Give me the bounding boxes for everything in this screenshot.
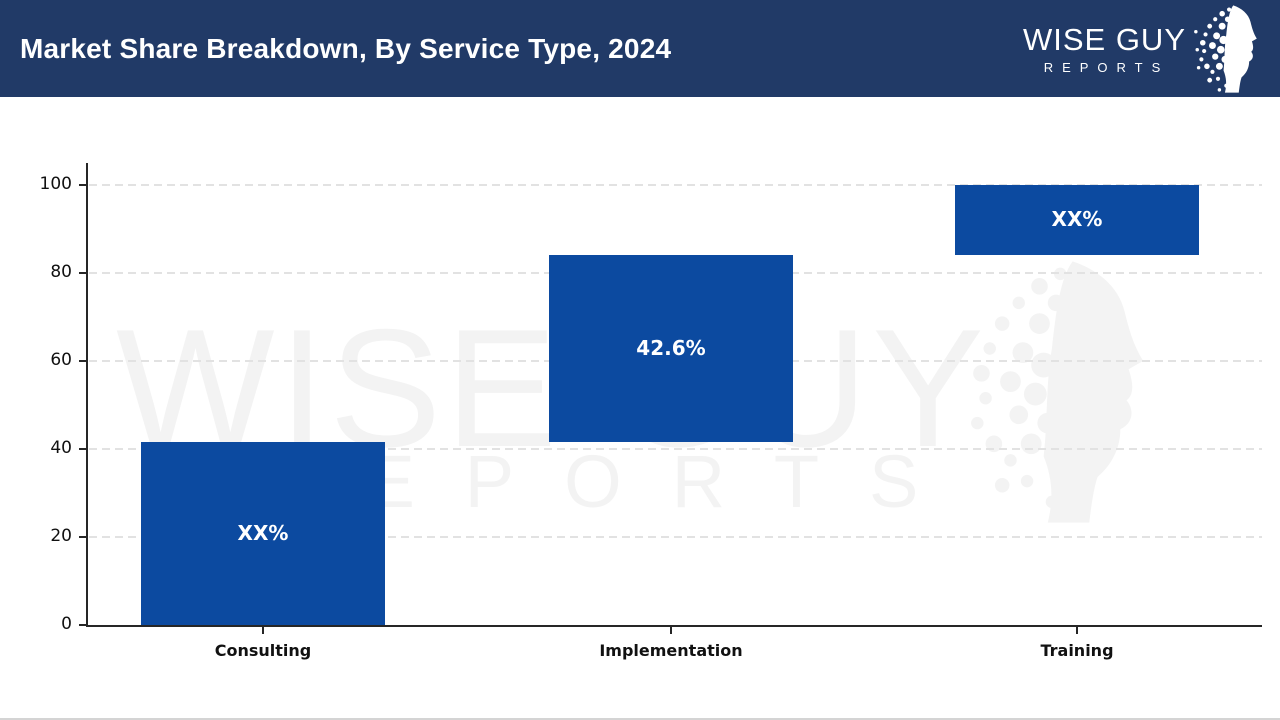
page-title: Market Share Breakdown, By Service Type,… bbox=[20, 32, 672, 64]
wise-guy-head-icon bbox=[1194, 4, 1257, 93]
gridline-40 bbox=[89, 448, 1262, 450]
y-tick-label-100: 100 bbox=[39, 174, 72, 194]
y-tick-label-60: 60 bbox=[50, 350, 72, 370]
y-tick-label-80: 80 bbox=[50, 262, 72, 282]
logo-text: WISE GUY REPORTS bbox=[1023, 24, 1186, 74]
x-tick-training bbox=[1076, 627, 1078, 634]
gridline-20 bbox=[89, 536, 1262, 538]
header-bar: Market Share Breakdown, By Service Type,… bbox=[0, 0, 1280, 97]
bar-consulting bbox=[141, 442, 385, 625]
bar-training bbox=[955, 185, 1199, 255]
bar-value-label-implementation: 42.6% bbox=[636, 335, 706, 360]
y-tick-label-40: 40 bbox=[50, 438, 72, 458]
wise-guy-logo: WISE GUY REPORTS bbox=[1023, 4, 1266, 94]
x-tick-label-implementation: Implementation bbox=[599, 641, 743, 660]
logo-subtitle: REPORTS bbox=[1043, 59, 1170, 75]
bar-implementation bbox=[549, 254, 793, 443]
x-axis-spine bbox=[86, 625, 1262, 627]
y-tick-0 bbox=[79, 624, 87, 626]
y-tick-100 bbox=[79, 184, 87, 186]
bar-value-label-consulting: XX% bbox=[237, 520, 289, 545]
y-tick-80 bbox=[79, 272, 87, 274]
watermark-head-icon bbox=[971, 261, 1144, 523]
y-tick-60 bbox=[79, 360, 87, 362]
bar-value-label-training: XX% bbox=[1051, 206, 1103, 231]
x-tick-consulting bbox=[262, 627, 264, 634]
x-tick-label-training: Training bbox=[1040, 641, 1114, 660]
y-tick-label-0: 0 bbox=[61, 614, 72, 634]
logo-wordmark: WISE GUY bbox=[1022, 21, 1186, 57]
y-tick-20 bbox=[79, 536, 87, 538]
y-tick-40 bbox=[79, 448, 87, 450]
x-tick-implementation bbox=[670, 627, 672, 634]
waterfall-chart: WISE GUY REPORTS 0 20 40 60 80 100 XX% 42.6% XX%… bbox=[0, 97, 1280, 718]
gridline-100 bbox=[89, 184, 1262, 186]
y-tick-label-20: 20 bbox=[50, 526, 72, 546]
y-axis-spine bbox=[86, 163, 88, 627]
x-tick-label-consulting: Consulting bbox=[214, 641, 312, 660]
